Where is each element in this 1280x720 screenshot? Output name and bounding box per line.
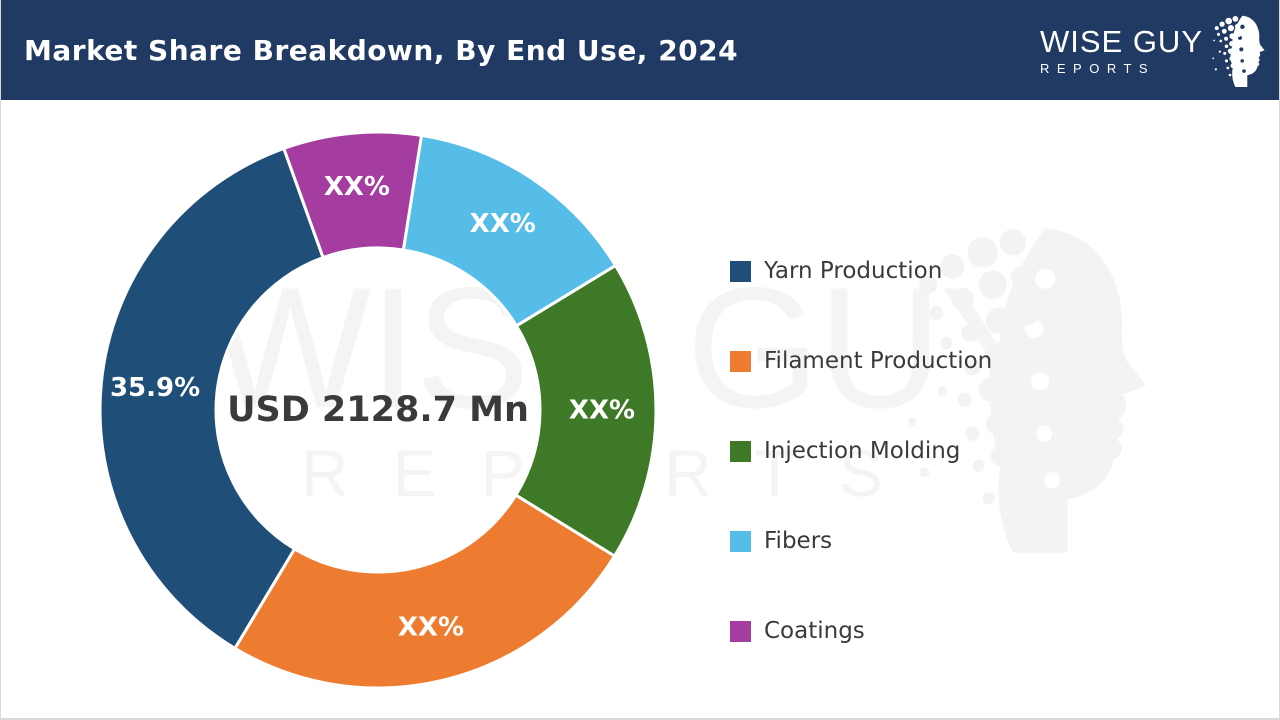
donut-chart: 35.9% XX% XX% XX% XX% USD 2128.7 Mn (98, 130, 658, 690)
brand-name: WISE GUY (1039, 24, 1203, 59)
legend-swatch-coatings (730, 620, 751, 642)
legend-label-yarn-production: Yarn Production (764, 258, 943, 284)
legend-swatch-fibers (730, 530, 751, 552)
slice-label-filament-production: XX% (398, 613, 464, 643)
legend: Yarn Production Filament Production Inject… (730, 258, 992, 644)
legend-swatch-yarn-production (730, 260, 751, 282)
legend-label-fibers: Fibers (764, 528, 833, 554)
slice-coatings (282, 130, 423, 260)
slice-filament-production (233, 493, 617, 690)
legend-item-yarn-production: Yarn Production (730, 258, 992, 284)
brand-logo: WISE GUY REPORTS (1040, 14, 1267, 87)
legend-item-injection-molding: Injection Molding (730, 438, 992, 464)
legend-swatch-filament-production (730, 350, 751, 372)
legend-item-filament-production: Filament Production (730, 348, 992, 374)
legend-item-fibers: Fibers (730, 528, 992, 554)
brand-subtitle: REPORTS (1039, 61, 1156, 76)
header: Market Share Breakdown, By End Use, 2024… (1, 0, 1279, 100)
slice-label-coatings: XX% (324, 172, 390, 202)
legend-swatch-injection-molding (730, 440, 751, 462)
slice-label-yarn-production: 35.9% (110, 373, 200, 403)
slice-yarn-production (98, 146, 325, 650)
legend-label-filament-production: Filament Production (764, 348, 993, 374)
slice-injection-molding (514, 263, 658, 558)
legend-label-coatings: Coatings (764, 618, 865, 644)
legend-label-injection-molding: Injection Molding (764, 438, 961, 464)
legend-item-coatings: Coatings (730, 618, 992, 644)
page-title: Market Share Breakdown, By End Use, 2024 (24, 33, 739, 67)
center-value: USD 2128.7 Mn (227, 390, 529, 430)
slice-label-injection-molding: XX% (569, 396, 635, 426)
slice-label-fibers: XX% (470, 209, 536, 239)
brand-wordmark: WISE GUY REPORTS (1040, 24, 1203, 76)
brand-head-icon (1212, 15, 1265, 87)
